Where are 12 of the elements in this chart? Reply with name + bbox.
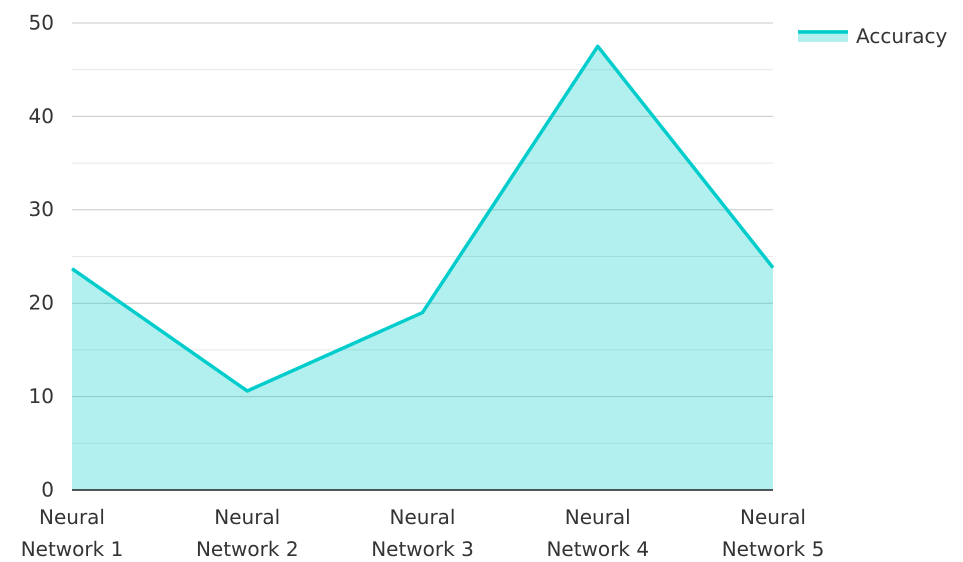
x-tick-label: Neural Network 1 [20, 505, 124, 562]
x-tick-label: Neural Network 5 [722, 505, 824, 562]
y-tick-label: 50 [28, 10, 54, 34]
y-tick-label: 20 [28, 290, 54, 315]
y-tick-label: 30 [28, 197, 54, 222]
y-tick-label: 40 [28, 104, 54, 128]
y-tick-label: 0 [41, 477, 54, 502]
x-tick-label: Neural Network 4 [546, 505, 650, 562]
legend-label: Accuracy [856, 24, 948, 48]
x-tick-label: Neural Network 2 [196, 505, 299, 562]
y-tick-label: 10 [28, 384, 54, 408]
x-tick-label: Neural Network 3 [371, 505, 474, 562]
